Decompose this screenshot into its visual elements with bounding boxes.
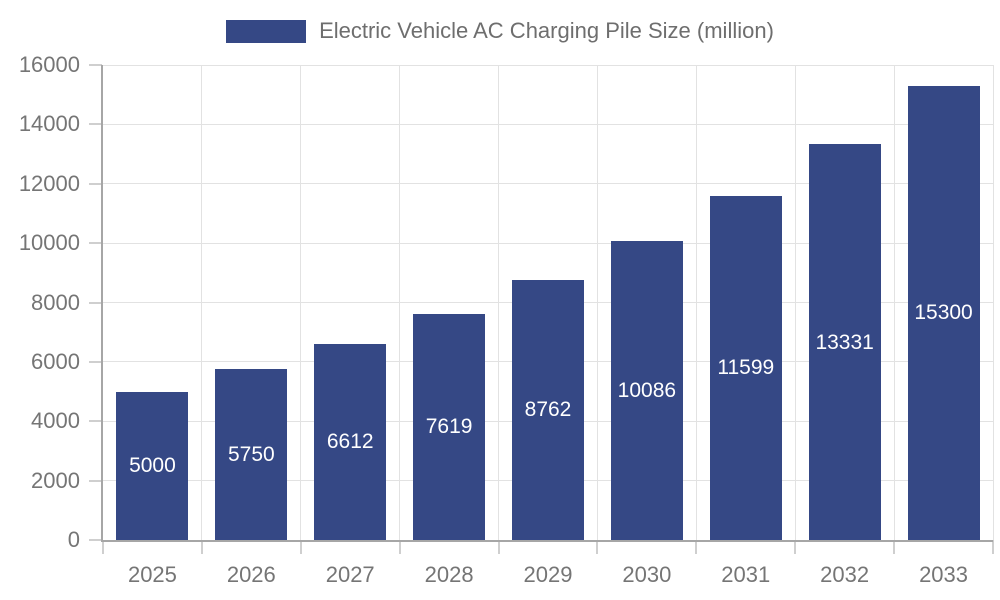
y-axis-tick: [89, 360, 102, 363]
gridline-v: [300, 65, 302, 540]
x-tick-label: 2032: [820, 562, 870, 587]
gridline-h: [103, 123, 993, 125]
y-axis-tick: [89, 64, 102, 66]
bar: [512, 279, 584, 540]
y-tick-label: 8000: [31, 289, 80, 315]
bar: [907, 85, 980, 540]
bar-value-label: 8762: [524, 398, 572, 422]
x-tick-label: 2026: [226, 562, 276, 587]
y-tick-label: 4000: [31, 408, 80, 434]
x-axis-tick: [497, 540, 500, 554]
bar: [314, 343, 387, 540]
x-axis-tick: [992, 540, 994, 554]
gridline-v: [794, 65, 796, 540]
bar-value-label: 10086: [617, 378, 677, 402]
gridline-h: [103, 242, 993, 244]
y-axis-tick: [89, 301, 102, 304]
bar: [808, 144, 881, 540]
x-axis-tick: [596, 540, 599, 554]
x-tick-label: 2033: [919, 562, 969, 587]
x-axis-tick: [695, 540, 698, 554]
bar-value-label: 6612: [326, 430, 374, 454]
x-axis-tick: [200, 540, 203, 554]
x-tick-label: 2030: [622, 562, 672, 587]
gridline-h: [103, 64, 993, 66]
gridline-v: [992, 65, 994, 540]
y-axis-tick: [89, 479, 102, 482]
y-tick-label: 12000: [18, 170, 80, 196]
y-tick-label: 0: [67, 527, 80, 552]
bar: [709, 195, 782, 540]
y-axis-tick: [89, 539, 102, 541]
legend-swatch: [226, 19, 307, 43]
y-axis-line: [101, 65, 103, 540]
x-axis-tick: [794, 540, 797, 554]
bar-value-label: 5000: [129, 454, 176, 478]
x-tick-label: 2025: [127, 562, 177, 587]
y-tick-label: 14000: [18, 111, 80, 137]
bar: [116, 391, 189, 540]
x-axis-tick: [102, 540, 104, 554]
bar-value-label: 7619: [425, 415, 473, 439]
gridline-v: [498, 65, 500, 540]
x-axis-tick: [299, 540, 302, 554]
bar-value-label: 5750: [227, 443, 275, 467]
x-tick-label: 2028: [424, 562, 474, 587]
x-tick-label: 2027: [325, 562, 375, 587]
bar-value-label: 15300: [914, 301, 973, 325]
legend: Electric Vehicle AC Charging Pile Size (…: [0, 18, 1000, 44]
gridline-v: [695, 65, 697, 540]
gridline-h: [103, 183, 993, 185]
y-axis-tick: [89, 123, 102, 126]
y-axis-tick: [89, 182, 102, 185]
gridline-v: [893, 65, 895, 540]
y-tick-label: 10000: [18, 230, 80, 256]
x-tick-label: 2029: [523, 562, 573, 587]
legend-label: Electric Vehicle AC Charging Pile Size (…: [319, 18, 774, 43]
y-tick-label: 6000: [31, 348, 80, 374]
gridline-v: [399, 65, 401, 540]
gridline-v: [201, 65, 203, 540]
bar: [215, 369, 288, 540]
y-axis-tick: [89, 420, 102, 423]
bar-value-label: 13331: [815, 330, 874, 354]
y-tick-label: 2000: [31, 467, 80, 493]
bar-value-label: 11599: [717, 356, 775, 380]
bar: [413, 313, 486, 540]
x-tick-label: 2031: [721, 562, 771, 587]
y-axis-tick: [89, 242, 102, 245]
bar: [610, 240, 683, 540]
gridline-v: [596, 65, 598, 540]
x-axis-tick: [398, 540, 401, 554]
x-axis-line: [101, 540, 993, 542]
y-tick-label: 16000: [18, 52, 80, 77]
x-axis-tick: [893, 540, 896, 554]
